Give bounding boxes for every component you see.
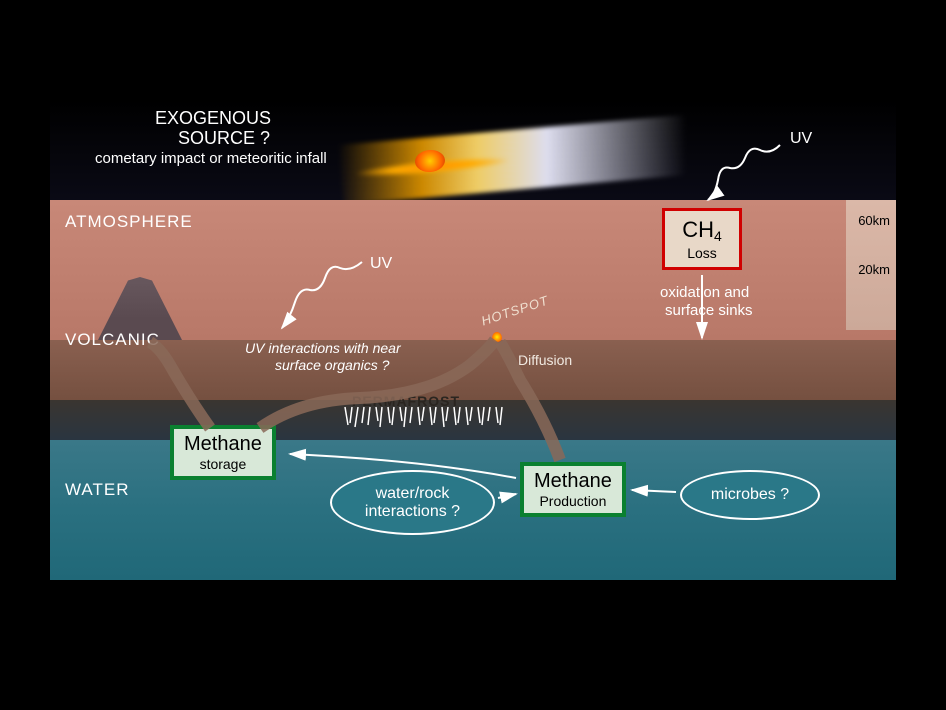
methane-production-main: Methane [534, 470, 612, 493]
scale-60km: 60km [858, 213, 890, 228]
microbes-ellipse: microbes ? [680, 470, 820, 520]
uv-label-top: UV [790, 130, 812, 148]
water-rock-line2: interactions ? [365, 503, 460, 521]
methane-storage-sub: storage [200, 456, 247, 472]
water-label: WATER [65, 480, 130, 500]
ch4-label: CH [682, 217, 714, 242]
methane-production-box: Methane Production [520, 462, 626, 517]
uv-organics-line2: surface organics ? [275, 357, 389, 373]
methane-production-sub: Production [539, 493, 606, 509]
atmosphere-label: ATMOSPHERE [65, 212, 193, 232]
title-line3: cometary impact or meteoritic infall [95, 150, 327, 167]
volcanic-band [50, 340, 896, 400]
water-rock-ellipse: water/rock interactions ? [330, 470, 495, 535]
methane-storage-box: Methane storage [170, 425, 276, 480]
ch4-subscript: 4 [714, 229, 722, 245]
methane-storage-main: Methane [184, 433, 262, 456]
title-line1: EXOGENOUS [155, 108, 271, 129]
ch4-loss-label: Loss [687, 245, 717, 261]
volcanic-label: VOLCANIC [65, 330, 160, 350]
hotspot-flame [492, 332, 502, 342]
diffusion-label: Diffusion [518, 352, 572, 368]
ch4-loss-box: CH4 Loss [662, 208, 742, 270]
oxidation-line2: surface sinks [665, 302, 753, 319]
oxidation-line1: oxidation and [660, 284, 749, 301]
uv-label-mid: UV [370, 255, 392, 273]
scale-20km: 20km [858, 262, 890, 277]
permafrost-ice-icon [340, 395, 520, 430]
microbes-label: microbes ? [711, 486, 789, 504]
title-line2: SOURCE ? [178, 128, 270, 149]
uv-organics-line1: UV interactions with near [245, 340, 401, 356]
water-rock-line1: water/rock [376, 485, 450, 503]
